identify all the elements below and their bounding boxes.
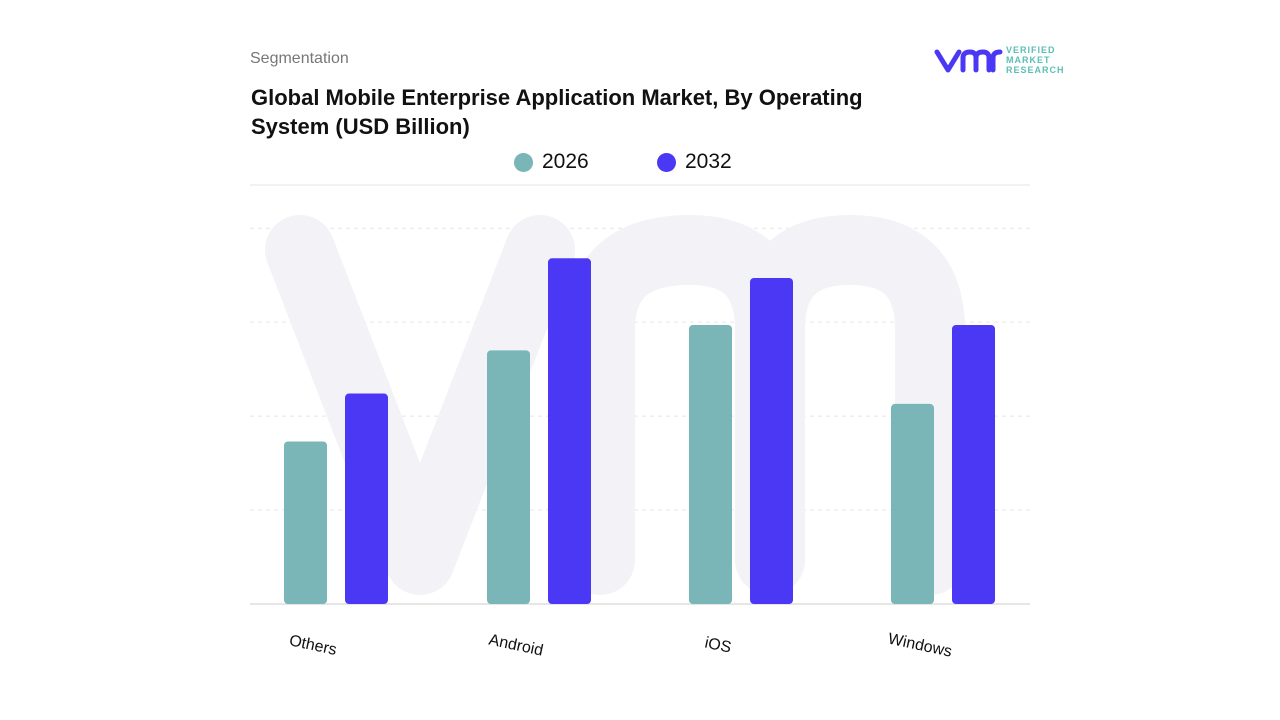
bar-others-2026 xyxy=(284,441,327,604)
legend-item-2026: 2026 xyxy=(514,150,589,174)
chart-title: Global Mobile Enterprise Application Mar… xyxy=(251,85,863,139)
brand-line1: VERIFIED xyxy=(1006,45,1056,55)
brand-line2: MARKET xyxy=(1006,55,1051,65)
bar-android-2026 xyxy=(487,350,530,604)
legend-swatch-2026 xyxy=(514,152,533,172)
legend-label: 2026 xyxy=(542,150,589,173)
bar-windows-2032 xyxy=(952,324,995,604)
brand-logo: VERIFIED MARKET RESEARCH xyxy=(934,44,1064,81)
segment-label: Segmentation xyxy=(250,50,349,67)
legend-swatch-2032 xyxy=(657,152,676,172)
legend-item-2032: 2032 xyxy=(657,150,732,174)
brand-mark-icon xyxy=(934,49,1003,73)
bar-others-2032 xyxy=(345,393,388,604)
x-tick-label: Windows xyxy=(886,631,953,661)
bar-windows-2026 xyxy=(891,403,934,604)
watermark-icon xyxy=(265,215,965,595)
bar-ios-2032 xyxy=(750,278,793,604)
x-tick-label: Android xyxy=(487,632,544,660)
bar-android-2032 xyxy=(548,258,591,604)
brand-line3: RESEARCH xyxy=(1006,65,1064,75)
legend-label: 2032 xyxy=(685,150,732,173)
bar-ios-2026 xyxy=(689,324,732,604)
x-tick-label: iOS xyxy=(703,635,733,657)
x-tick-label: Others xyxy=(288,632,339,659)
